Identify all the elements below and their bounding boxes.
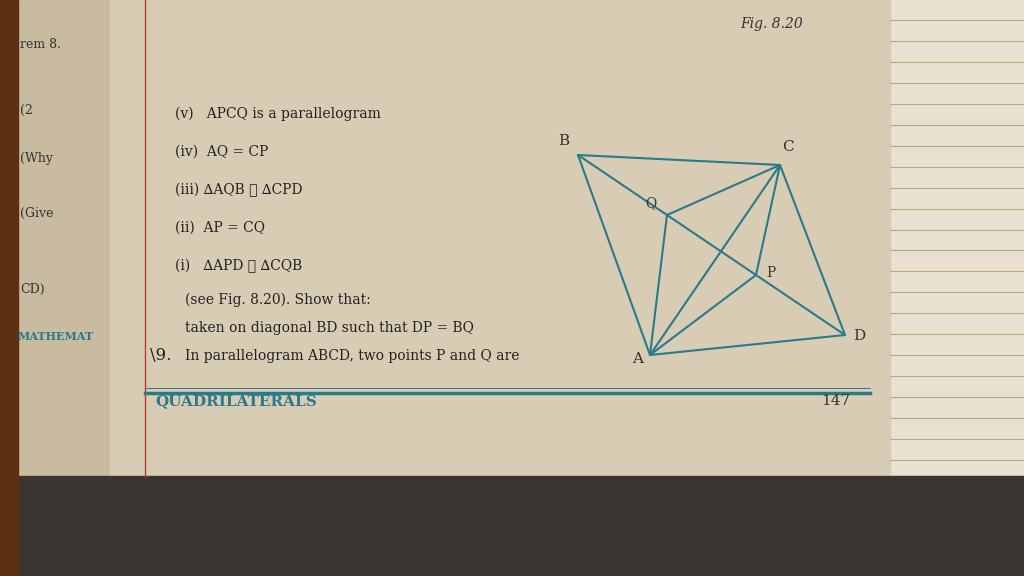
- Text: Fig. 8.20: Fig. 8.20: [740, 17, 803, 31]
- Bar: [890, 0, 1024, 476]
- Text: Q: Q: [645, 196, 656, 210]
- Text: CD): CD): [20, 283, 45, 295]
- Text: (i)   ∆APD ≅ ∆CQB: (i) ∆APD ≅ ∆CQB: [175, 259, 302, 273]
- Text: In parallelogram ABCD, two points P and Q are: In parallelogram ABCD, two points P and …: [185, 349, 519, 363]
- Text: A: A: [633, 352, 643, 366]
- Text: 147: 147: [821, 394, 850, 408]
- Text: P: P: [766, 266, 775, 280]
- Text: D: D: [853, 329, 865, 343]
- Bar: [0, 0, 18, 576]
- Text: MATHEMAT: MATHEMAT: [18, 331, 94, 342]
- Text: (ii)  AP = CQ: (ii) AP = CQ: [175, 221, 265, 235]
- Text: (iv)  AQ = CP: (iv) AQ = CP: [175, 145, 268, 159]
- Bar: [110, 0, 890, 476]
- Text: (Give: (Give: [20, 207, 53, 219]
- Bar: [0, 0, 110, 476]
- Text: (see Fig. 8.20). Show that:: (see Fig. 8.20). Show that:: [185, 293, 371, 307]
- Text: \9.: \9.: [150, 347, 171, 364]
- Text: rem 8.: rem 8.: [20, 37, 61, 51]
- Text: C: C: [782, 140, 794, 154]
- Text: B: B: [558, 134, 569, 148]
- Text: (v)   APCQ is a parallelogram: (v) APCQ is a parallelogram: [175, 107, 381, 121]
- Text: (2: (2: [20, 104, 33, 118]
- Bar: [0, 476, 1024, 576]
- Text: QUADRILATERALS: QUADRILATERALS: [155, 394, 316, 408]
- Text: (iii) ∆AQB ≅ ∆CPD: (iii) ∆AQB ≅ ∆CPD: [175, 183, 302, 197]
- Text: (Why: (Why: [20, 152, 53, 165]
- Text: taken on diagonal BD such that DP = BQ: taken on diagonal BD such that DP = BQ: [185, 321, 474, 335]
